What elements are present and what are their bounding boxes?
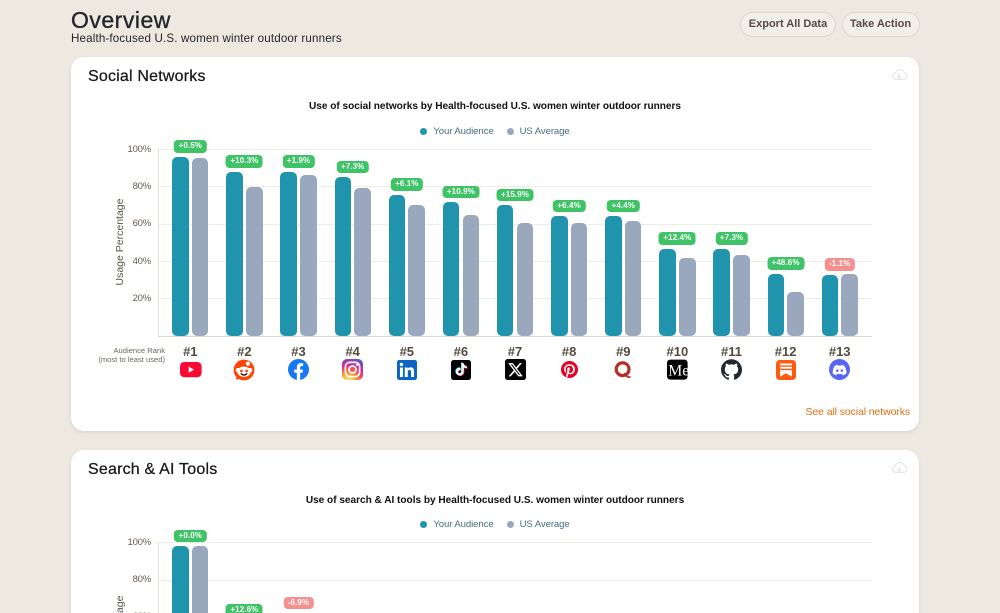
svg-text:Me: Me: [668, 362, 688, 379]
